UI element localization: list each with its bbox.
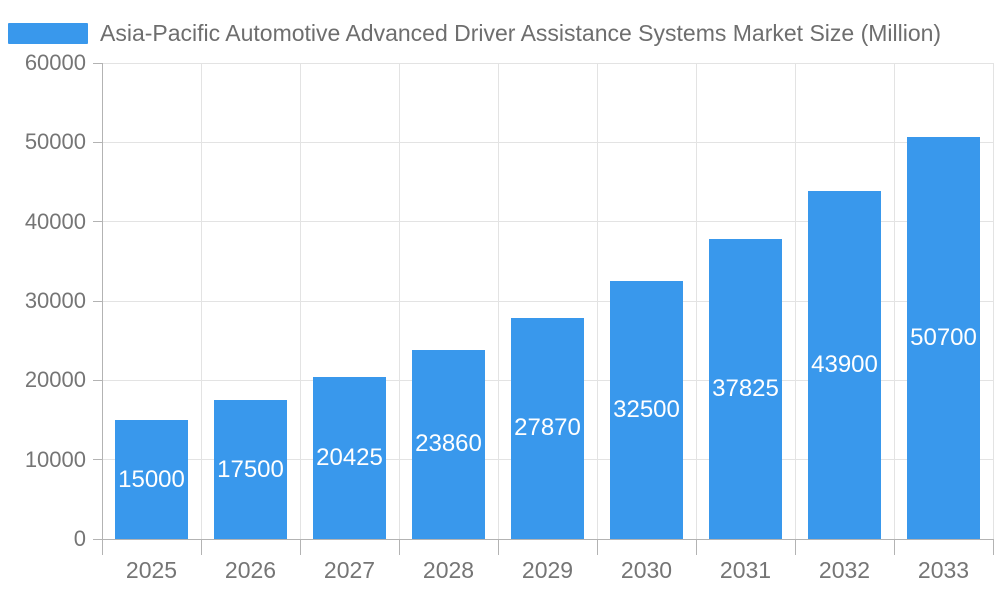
v-gridline	[299, 63, 301, 539]
v-gridline	[992, 63, 994, 539]
x-axis-tick	[200, 539, 202, 555]
x-axis-tick-label: 2027	[323, 557, 376, 583]
y-axis-tick	[93, 62, 102, 64]
legend-item[interactable]: Asia-Pacific Automotive Advanced Driver …	[8, 20, 941, 47]
x-axis-tick	[695, 539, 697, 555]
legend-color-swatch-icon[interactable]	[8, 23, 88, 44]
x-axis-tick	[299, 539, 301, 555]
h-gridline	[102, 221, 993, 223]
v-gridline	[596, 63, 598, 539]
bar-2028[interactable]	[412, 349, 485, 539]
y-axis-tick	[93, 300, 102, 302]
y-axis-tick-label: 50000	[24, 129, 86, 155]
bar-2030[interactable]	[610, 281, 683, 539]
x-axis-tick	[398, 539, 400, 555]
legend-label[interactable]: Asia-Pacific Automotive Advanced Driver …	[100, 20, 942, 46]
x-axis-tick-label: 2026	[224, 557, 277, 583]
bar-value-label: 23860	[415, 430, 482, 458]
y-axis-line	[101, 63, 103, 555]
y-axis-tick	[93, 379, 102, 381]
y-axis-tick	[93, 221, 102, 223]
v-gridline	[398, 63, 400, 539]
h-gridline	[102, 300, 993, 302]
x-axis-tick-label: 2025	[125, 557, 178, 583]
y-axis-tick	[93, 141, 102, 143]
x-axis-tick-label: 2028	[422, 557, 475, 583]
h-gridline	[102, 62, 993, 64]
v-gridline	[695, 63, 697, 539]
y-axis-tick-label: 40000	[24, 208, 86, 234]
bar-value-label: 15000	[118, 465, 185, 493]
y-axis-tick-label: 20000	[24, 367, 86, 393]
x-axis-tick	[794, 539, 796, 555]
x-axis-line	[93, 538, 993, 540]
bar-value-label: 17500	[217, 455, 284, 483]
bar-value-label: 37825	[712, 374, 779, 402]
bar-2029[interactable]	[511, 317, 584, 539]
x-axis-tick-label: 2029	[521, 557, 574, 583]
y-axis-tick-label: 60000	[24, 50, 86, 75]
v-gridline	[893, 63, 895, 539]
bar-value-label: 27870	[514, 414, 581, 442]
x-axis-tick	[893, 539, 895, 555]
bar-value-label: 32500	[613, 396, 680, 424]
bar-2031[interactable]	[709, 238, 782, 539]
bar-value-label: 20425	[316, 443, 383, 471]
x-axis-tick-label: 2032	[818, 557, 871, 583]
bar-2026[interactable]	[214, 400, 287, 539]
bar-2033[interactable]	[907, 136, 980, 539]
x-axis-tick-label: 2033	[917, 557, 970, 583]
v-gridline	[200, 63, 202, 539]
bar-value-label: 50700	[910, 323, 977, 351]
bar-2032[interactable]	[808, 190, 881, 539]
y-axis-tick	[93, 459, 102, 461]
bar-2025[interactable]	[115, 420, 188, 539]
x-axis-tick-label: 2030	[620, 557, 673, 583]
x-axis-tick	[596, 539, 598, 555]
v-gridline	[794, 63, 796, 539]
v-gridline	[497, 63, 499, 539]
y-axis-tick-label: 30000	[24, 288, 86, 313]
x-axis-tick	[992, 539, 994, 555]
y-axis-tick-label: 10000	[24, 446, 86, 472]
bar-2027[interactable]	[313, 376, 386, 539]
x-axis-tick-label: 2031	[719, 557, 772, 583]
h-gridline	[102, 141, 993, 143]
y-axis-tick-label: 0	[73, 526, 86, 551]
bar-value-label: 43900	[811, 350, 878, 378]
x-axis-tick	[497, 539, 499, 555]
